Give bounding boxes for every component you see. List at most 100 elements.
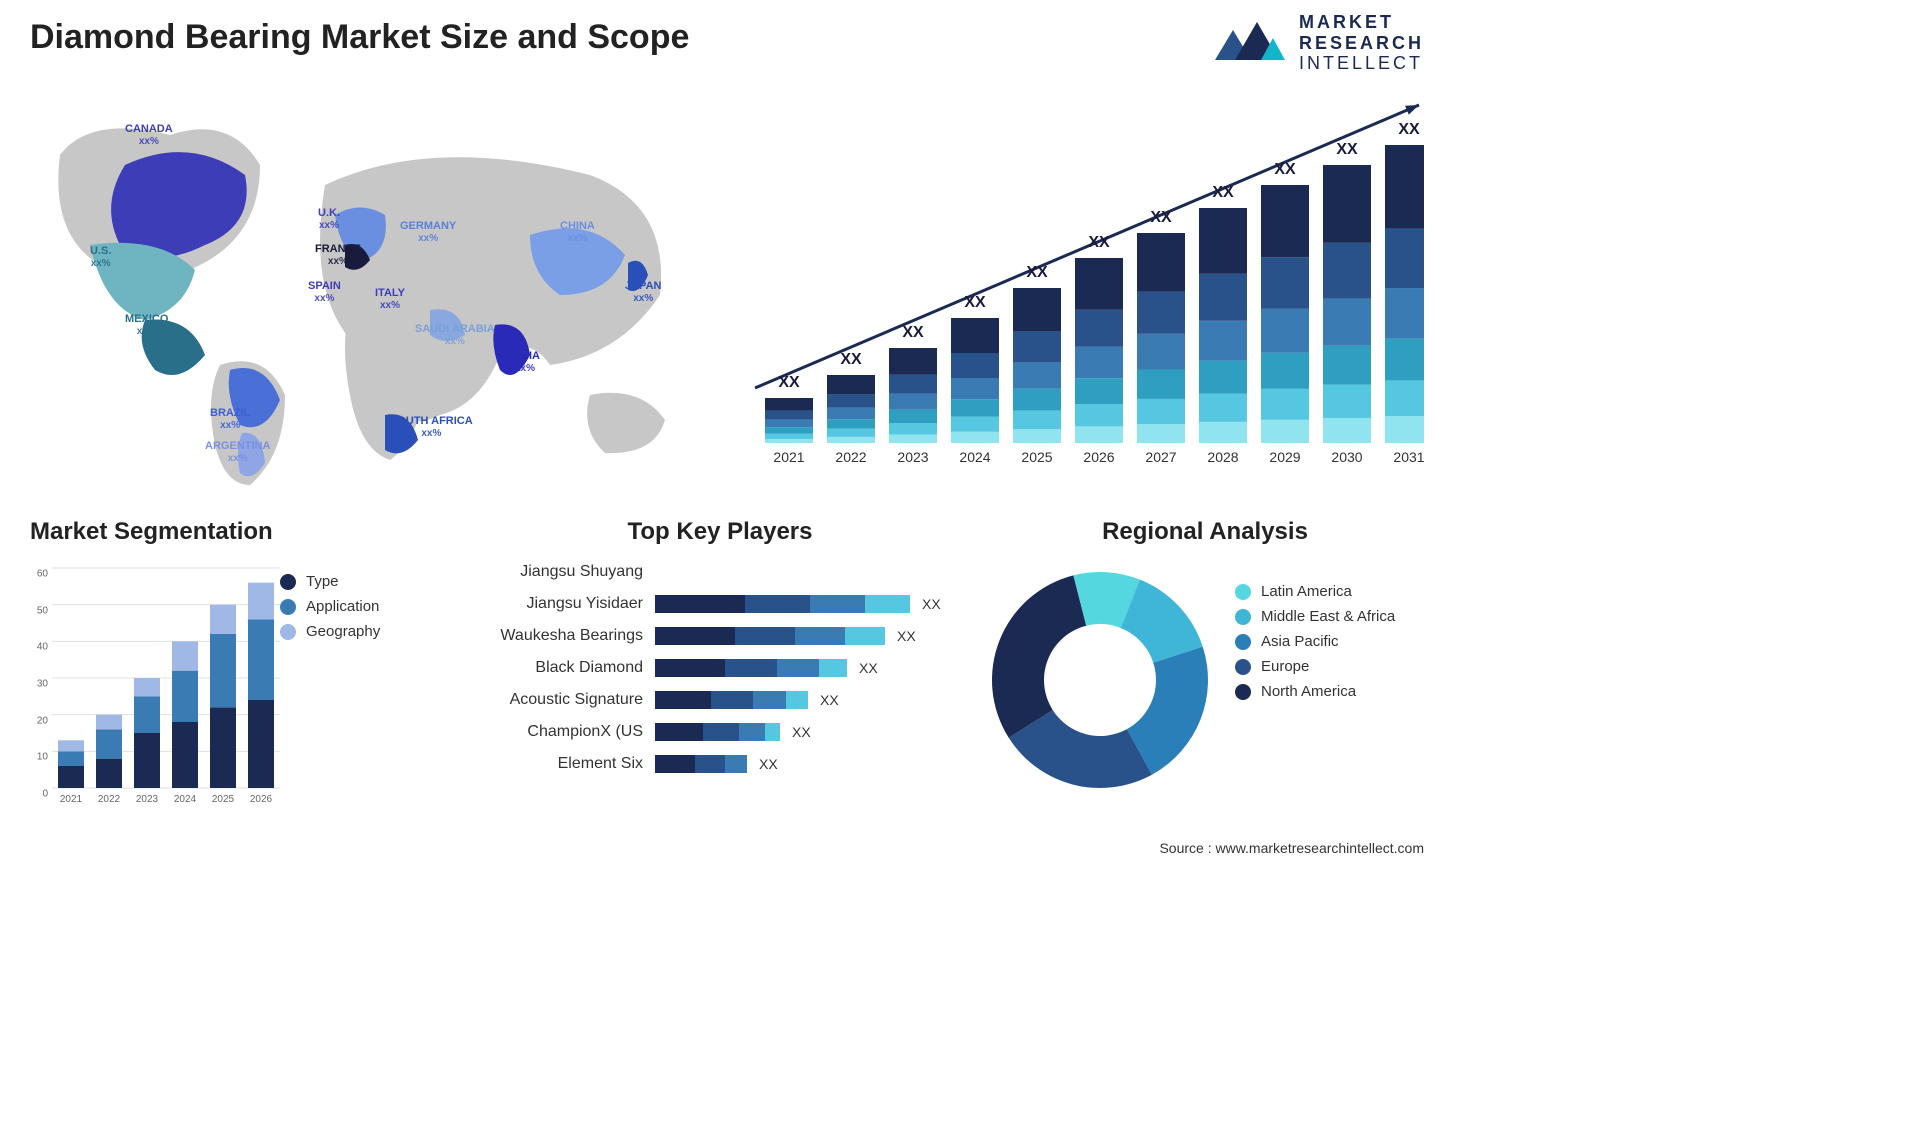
player-row: ChampionX (US XX xyxy=(475,716,965,748)
brand-logo: MARKET RESEARCH INTELLECT xyxy=(1215,12,1424,74)
segmentation-panel: Market Segmentation 01020304050602021202… xyxy=(30,518,450,828)
seg-x-tick: 2023 xyxy=(136,794,158,805)
legend-label: Type xyxy=(306,573,339,590)
map-label: INDIAxx% xyxy=(510,350,540,375)
seg-y-tick: 30 xyxy=(30,679,48,690)
player-row: Jiangsu Yisidaer XX xyxy=(475,588,965,620)
seg-y-tick: 10 xyxy=(30,752,48,763)
legend-dot xyxy=(1235,609,1251,625)
region-legend-item: Asia Pacific xyxy=(1235,633,1395,650)
map-label: GERMANYxx% xyxy=(400,220,456,245)
map-label: CHINAxx% xyxy=(560,220,595,245)
players-title: Top Key Players xyxy=(475,518,965,546)
player-value: XX xyxy=(922,596,941,612)
growth-year-label: 2023 xyxy=(897,449,928,465)
player-bar xyxy=(655,755,747,773)
growth-bar-label: XX xyxy=(1212,184,1233,202)
map-label: SOUTH AFRICAxx% xyxy=(390,415,473,440)
map-label: SAUDI ARABIAxx% xyxy=(415,323,495,348)
legend-dot xyxy=(1235,634,1251,650)
growth-bar-label: XX xyxy=(964,294,985,312)
seg-y-tick: 0 xyxy=(30,789,48,800)
player-value: XX xyxy=(897,628,916,644)
player-name: ChampionX (US xyxy=(475,723,655,741)
world-map: CANADAxx%U.S.xx%MEXICOxx%BRAZILxx%ARGENT… xyxy=(30,95,690,495)
player-bar xyxy=(655,627,885,645)
map-label: CANADAxx% xyxy=(125,123,173,148)
map-label: ARGENTINAxx% xyxy=(205,440,270,465)
seg-x-tick: 2025 xyxy=(212,794,234,805)
player-bar xyxy=(655,595,910,613)
region-legend-item: Europe xyxy=(1235,658,1395,675)
legend-dot xyxy=(1235,684,1251,700)
region-legend-item: North America xyxy=(1235,683,1395,700)
segmentation-legend: Type Application Geography xyxy=(280,565,380,648)
legend-dot xyxy=(280,574,296,590)
player-row: Jiangsu Shuyang xyxy=(475,556,965,588)
player-row: Black DiamondXX xyxy=(475,652,965,684)
player-bar-segment xyxy=(655,723,703,741)
growth-bar-label: XX xyxy=(840,351,861,369)
map-label: FRANCExx% xyxy=(315,243,361,268)
growth-year-label: 2029 xyxy=(1269,449,1300,465)
legend-label: Application xyxy=(306,598,379,615)
legend-label: Asia Pacific xyxy=(1261,633,1339,650)
growth-year-label: 2021 xyxy=(773,449,804,465)
player-bar-segment xyxy=(786,691,808,709)
legend-label: Middle East & Africa xyxy=(1261,608,1395,625)
player-bar-segment xyxy=(845,627,885,645)
seg-legend-item: Geography xyxy=(280,623,380,640)
player-bar-segment xyxy=(765,723,780,741)
page-title: Diamond Bearing Market Size and Scope xyxy=(30,18,689,57)
player-name: Jiangsu Yisidaer xyxy=(475,595,655,613)
region-panel: Regional Analysis xyxy=(985,518,1425,546)
seg-y-tick: 60 xyxy=(30,569,48,580)
growth-year-label: 2026 xyxy=(1083,449,1114,465)
growth-svg xyxy=(734,95,1424,490)
map-svg xyxy=(30,95,690,495)
seg-x-tick: 2024 xyxy=(174,794,196,805)
player-bar-segment xyxy=(819,659,847,677)
player-bar-segment xyxy=(655,755,695,773)
legend-dot xyxy=(1235,659,1251,675)
seg-x-tick: 2026 xyxy=(250,794,272,805)
player-row: Waukesha BearingsXX xyxy=(475,620,965,652)
growth-year-label: 2030 xyxy=(1331,449,1362,465)
player-row: Acoustic SignatureXX xyxy=(475,684,965,716)
player-bar xyxy=(655,723,780,741)
segmentation-chart: 0102030405060202120222023202420252026 xyxy=(30,558,280,828)
player-name: Jiangsu Shuyang xyxy=(475,563,655,581)
player-bar-segment xyxy=(810,595,865,613)
player-bar-segment xyxy=(777,659,819,677)
player-bar xyxy=(655,691,808,709)
key-players-panel: Top Key Players Jiangsu Shuyang Jiangsu Y… xyxy=(475,518,965,780)
seg-y-tick: 50 xyxy=(30,605,48,616)
region-legend-item: Middle East & Africa xyxy=(1235,608,1395,625)
player-value: XX xyxy=(792,724,811,740)
player-name: Black Diamond xyxy=(475,659,655,677)
player-name: Element Six xyxy=(475,755,655,773)
map-label: U.S.xx% xyxy=(90,245,111,270)
legend-label: Europe xyxy=(1261,658,1309,675)
growth-bar-chart: XX2021XX2022XX2023XX2024XX2025XX2026XX20… xyxy=(734,95,1424,490)
growth-bar-label: XX xyxy=(1026,264,1047,282)
growth-bar-label: XX xyxy=(902,324,923,342)
growth-bar-label: XX xyxy=(1150,209,1171,227)
growth-bar-label: XX xyxy=(1336,141,1357,159)
map-label: MEXICOxx% xyxy=(125,313,168,338)
player-bar-segment xyxy=(725,755,747,773)
growth-year-label: 2027 xyxy=(1145,449,1176,465)
growth-bar-label: XX xyxy=(1088,234,1109,252)
seg-y-tick: 20 xyxy=(30,715,48,726)
player-value: XX xyxy=(820,692,839,708)
region-title: Regional Analysis xyxy=(985,518,1425,546)
logo-text: MARKET RESEARCH INTELLECT xyxy=(1299,12,1424,74)
region-legend-item: Latin America xyxy=(1235,583,1395,600)
source-text: Source : www.marketresearchintellect.com xyxy=(1159,840,1424,856)
player-bar-segment xyxy=(655,691,711,709)
region-legend: Latin America Middle East & Africa Asia Pa… xyxy=(1235,575,1395,708)
legend-label: Latin America xyxy=(1261,583,1352,600)
player-bar-segment xyxy=(711,691,753,709)
player-bar-segment xyxy=(655,659,725,677)
player-bar-segment xyxy=(695,755,725,773)
